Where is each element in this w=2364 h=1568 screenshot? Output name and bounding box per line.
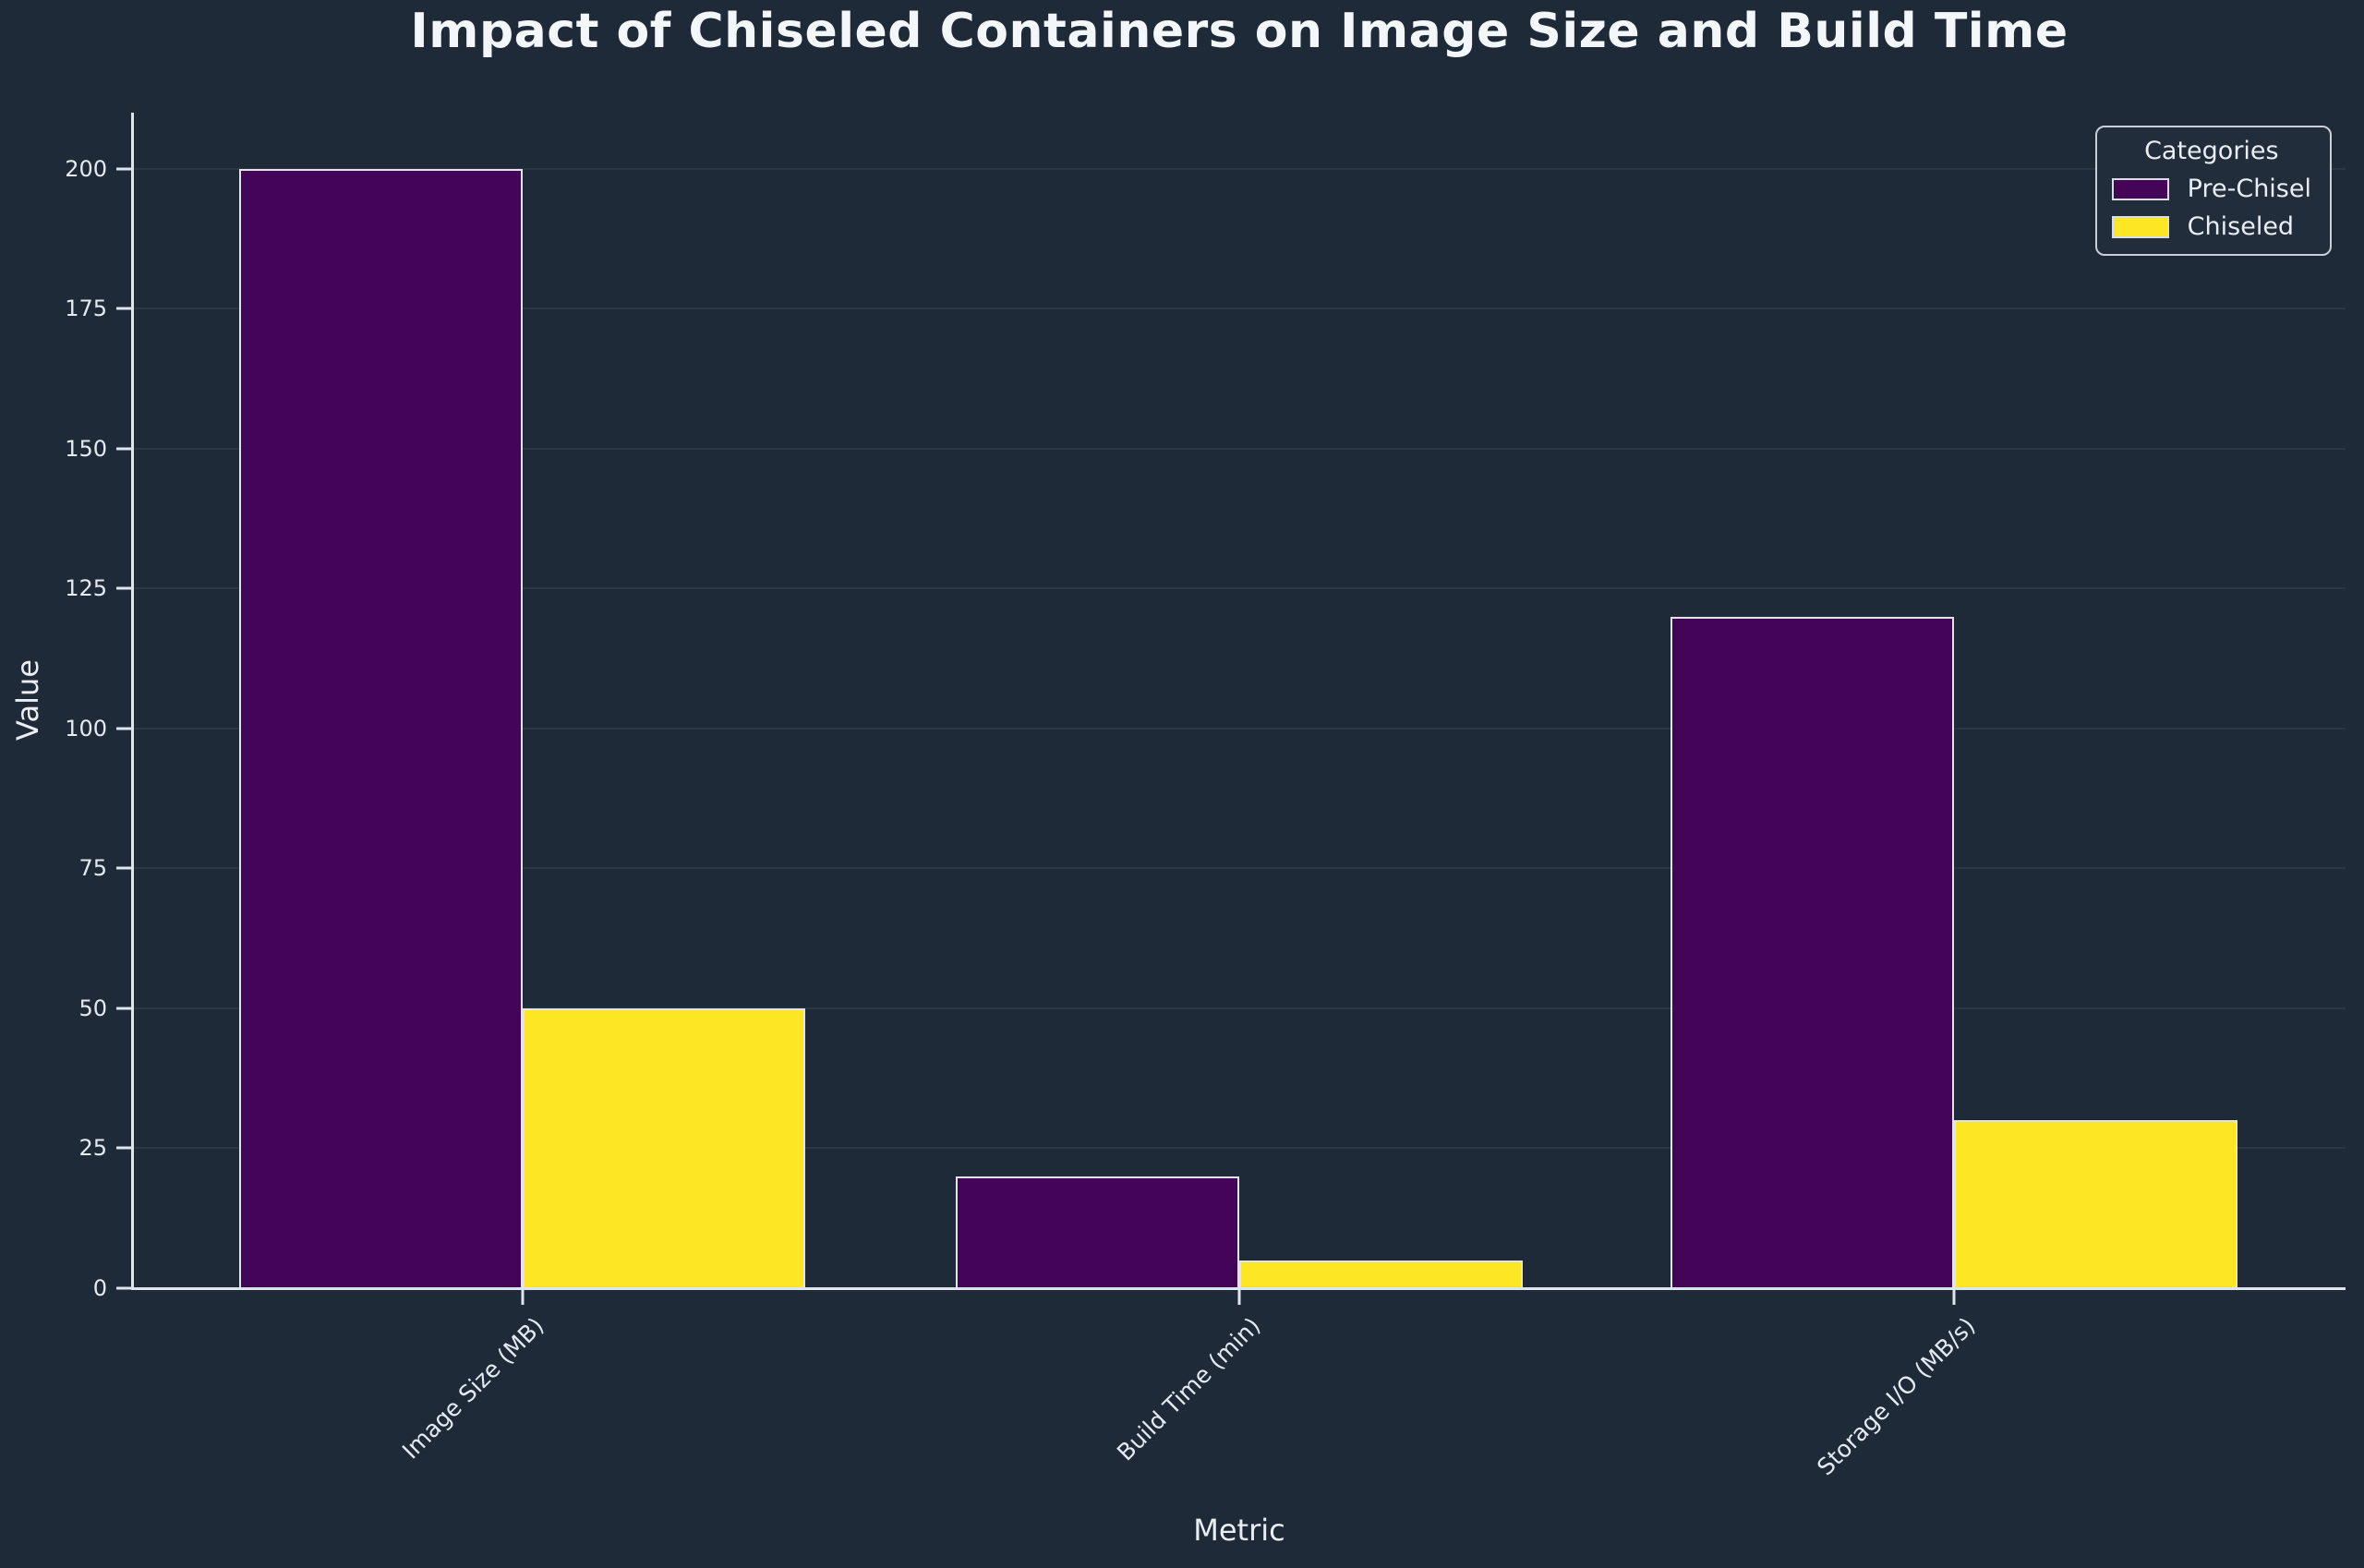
y-tick-label: 175: [65, 296, 107, 322]
x-tick-mark: [521, 1290, 525, 1305]
y-tick-label: 75: [78, 855, 107, 882]
legend-label: Chiseled: [2187, 212, 2295, 241]
bar-chiseled: [522, 1007, 806, 1288]
gridline: [133, 727, 2346, 730]
y-tick-mark: [116, 586, 131, 590]
x-tick-label: Build Time (min): [1111, 1312, 1266, 1466]
y-tick-label: 50: [78, 995, 107, 1021]
y-tick-label: 125: [65, 575, 107, 602]
bar-pre-chisel: [1670, 616, 1954, 1288]
legend-label: Pre-Chisel: [2187, 175, 2311, 203]
gridline: [133, 447, 2346, 450]
gridline: [133, 587, 2346, 590]
y-axis-label: Value: [10, 659, 45, 741]
gridline: [133, 1147, 2346, 1150]
y-tick-mark: [116, 1146, 131, 1150]
y-axis-spine: [131, 113, 134, 1290]
bar-chiseled: [1953, 1120, 2237, 1288]
y-tick-label: 200: [65, 155, 107, 182]
x-tick-mark: [1237, 1290, 1241, 1305]
x-tick-label: Storage I/O (MB/s): [1812, 1312, 1981, 1481]
legend-swatch: [2111, 215, 2169, 238]
gridline: [133, 867, 2346, 870]
bar-pre-chisel: [956, 1176, 1239, 1288]
y-tick-label: 150: [65, 435, 107, 462]
y-tick-label: 25: [78, 1135, 107, 1162]
legend-items: Pre-Chisel Chiseled: [2111, 175, 2311, 241]
x-tick-mark: [1952, 1290, 1956, 1305]
y-tick-mark: [116, 1007, 131, 1010]
gridline: [133, 1007, 2346, 1009]
legend: Categories Pre-Chisel Chiseled: [2094, 126, 2332, 256]
y-tick-mark: [116, 307, 131, 310]
y-tick-mark: [116, 727, 131, 730]
y-tick-mark: [116, 447, 131, 451]
y-tick-mark: [116, 866, 131, 870]
y-tick-mark: [116, 167, 131, 171]
y-tick-label: 0: [92, 1275, 107, 1301]
plot-area: Categories Pre-Chisel Chiseled 0 25 50 75 100…: [65, 113, 2346, 1480]
y-tick-label: 100: [65, 715, 107, 742]
legend-item: Chiseled: [2111, 212, 2311, 241]
x-axis-label: Metric: [1193, 1513, 1285, 1548]
gridline: [133, 167, 2346, 170]
gridline: [133, 308, 2346, 310]
bar-chiseled: [1239, 1260, 1523, 1288]
legend-title: Categories: [2144, 137, 2279, 165]
x-tick-label: Image Size (MB): [396, 1312, 549, 1465]
y-tick-mark: [116, 1286, 131, 1290]
chart-title: Impact of Chiseled Containers on Image S…: [410, 4, 2068, 59]
bar-pre-chisel: [239, 168, 523, 1288]
legend-swatch: [2111, 177, 2169, 200]
legend-item: Pre-Chisel: [2111, 175, 2311, 203]
x-axis-spine: [131, 1287, 2346, 1290]
